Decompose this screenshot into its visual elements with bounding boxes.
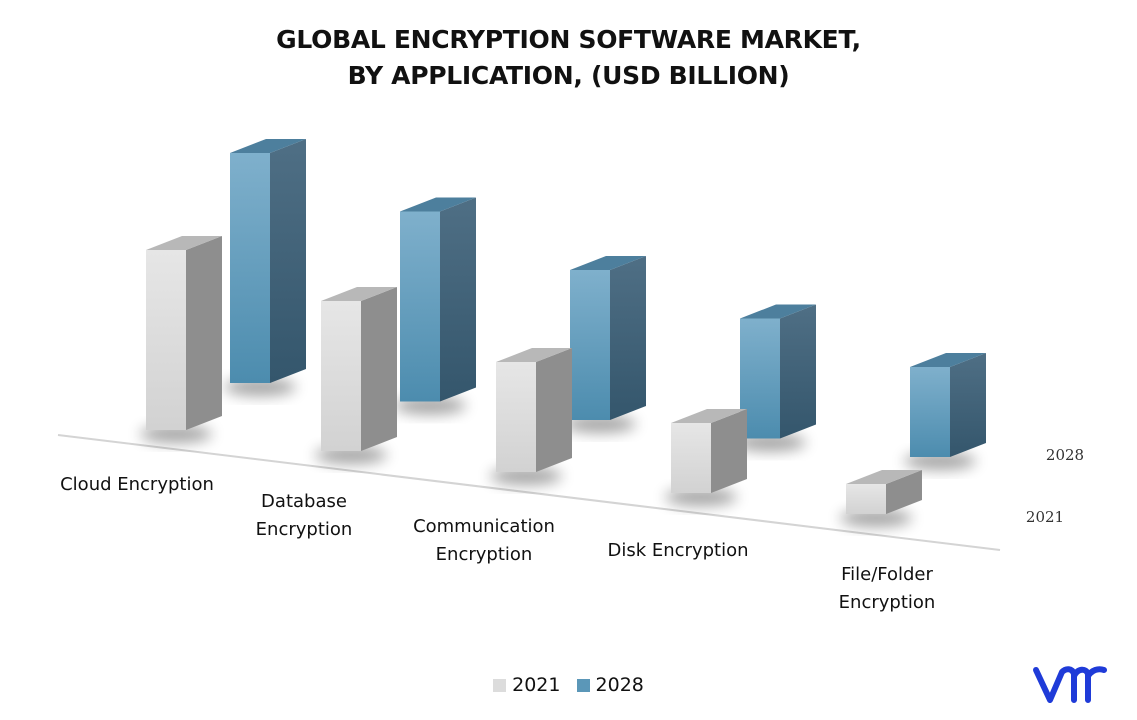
bar-2028-2 [564,256,646,433]
bar-2021-4 [840,470,922,527]
category-label-3-line-0: Disk Encryption [607,540,748,561]
category-label-2-line-0: Communication [413,516,555,537]
legend-item-2028: 2028 [576,674,644,696]
bar-2021-1 [315,287,397,464]
legend-label-2028: 2028 [595,674,644,696]
bar-2021-1-top [321,287,397,301]
bar-2028-1-top [400,197,476,212]
bar-2021-3-front [671,423,711,493]
bar-2021-4-top [846,470,922,484]
bar-2028-1-side [440,197,476,402]
category-labels: Cloud Encryption Database Encryption Commun… [60,474,935,613]
category-label-1-line-0: Database [261,491,347,512]
bars-2028 [224,139,986,470]
bar-2028-1 [394,197,476,415]
bar-2021-1-front [321,301,361,451]
bar-2021-4-front [846,484,886,514]
bar-2028-2-side [610,256,646,420]
bar-2021-4-side [886,470,922,514]
bar-2021-3-top [671,409,747,423]
bar-2021-2-top [496,348,572,362]
bar-2021-3-side [711,409,747,493]
bar-2028-3 [734,304,816,452]
chart-title-line-2: BY APPLICATION, (USD BILLION) [347,61,790,90]
category-label-4-line-1: Encryption [839,592,936,613]
bar-2028-2-front [570,270,610,420]
bar-2021-2 [490,348,572,485]
bar-2028-0-front [230,153,270,383]
bar-2021-0-side [186,236,222,430]
vmr-logo-icon [1033,666,1107,703]
bar-2028-0-side [270,139,306,383]
bar-2028-0-top [230,139,306,153]
bars-2021 [140,236,922,527]
chart-title-line-1: GLOBAL ENCRYPTION SOFTWARE MARKET, [276,25,861,54]
depth-label-2028: 2028 [1046,446,1084,464]
legend-swatch-2028 [576,678,590,692]
bar-2021-2-front [496,362,536,472]
category-label-0-line-0: Cloud Encryption [60,474,214,495]
legend-item-2021: 2021 [493,674,560,696]
legend: 2021 2028 [0,674,1137,697]
bar-2028-3-top [740,304,816,319]
legend-label-2021: 2021 [512,674,561,696]
chart-title: GLOBAL ENCRYPTION SOFTWARE MARKET, BY AP… [0,22,1137,94]
depth-label-2021: 2021 [1026,508,1064,526]
bar-2021-0-front [146,250,186,430]
bar-2028-4-side [950,353,986,457]
category-label-1-line-1: Encryption [256,519,353,540]
depth-axis-labels: 2028 2021 [1026,446,1084,526]
bar-2021-0-top [146,236,222,250]
category-label-2-line-1: Encryption [436,544,533,565]
legend-swatch-2021 [493,678,507,692]
bar-2021-3 [665,409,747,506]
bar-2028-4-front [910,367,950,457]
bar-2028-4 [904,353,986,470]
bar-2028-4-top [910,353,986,367]
bar-2021-0 [140,236,222,443]
bar-2028-0 [224,139,306,396]
bar-2021-1-side [361,287,397,451]
bar-2028-1-front [400,211,440,402]
floor-line [57,434,1001,551]
bar-2021-2-side [536,348,572,472]
category-label-4-line-0: File/Folder [841,564,933,585]
bar-2028-2-top [570,256,646,270]
bar-2028-3-side [780,304,816,439]
